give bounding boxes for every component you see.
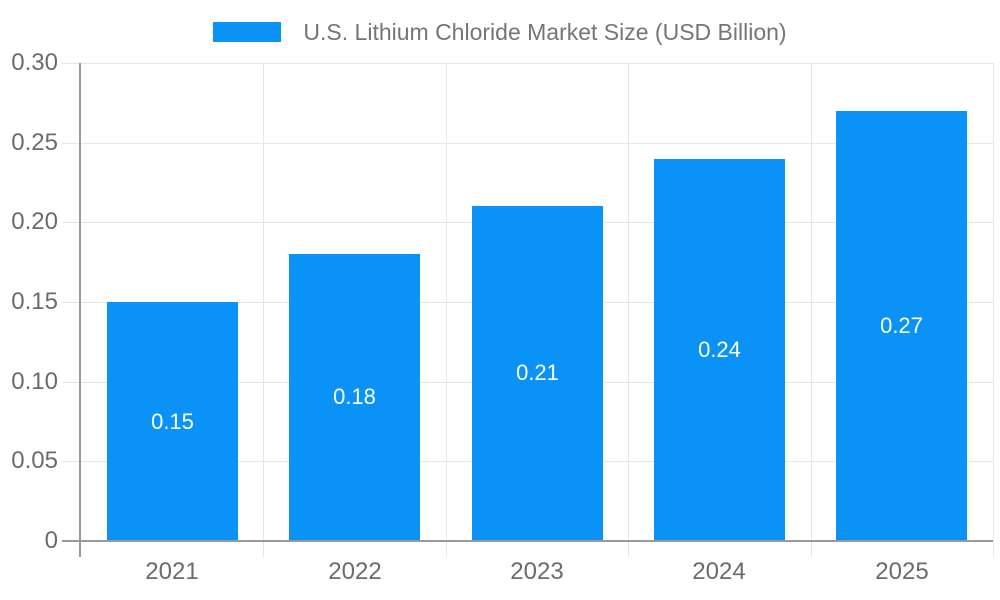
bar-value-label: 0.21 [516,360,559,385]
y-axis-label: 0.20 [11,208,58,235]
x-tick [263,541,264,557]
y-gridline [81,63,993,64]
x-gridline [263,63,264,541]
x-tick [811,541,812,557]
bar-2023[interactable]: 0.21 [472,206,603,541]
x-axis-label: 2025 [875,558,929,585]
y-gridline [81,143,993,144]
bar-value-label: 0.15 [151,409,194,434]
bar-value-label: 0.18 [333,384,376,409]
x-tick [446,541,447,557]
x-gridline [628,63,629,541]
legend-label: U.S. Lithium Chloride Market Size (USD B… [303,18,787,45]
y-tick [62,143,81,144]
x-axis-label: 2023 [510,558,564,585]
y-tick [62,302,81,303]
y-axis-label: 0.25 [11,129,58,156]
x-tick [628,541,629,557]
y-axis-label: 0.15 [11,288,58,315]
y-axis-label: 0.30 [11,49,58,76]
bar-value-label: 0.27 [880,313,923,338]
bar-2021[interactable]: 0.15 [107,302,238,541]
bar-2024[interactable]: 0.24 [654,159,785,541]
y-tick [62,63,81,64]
x-axis-label: 2021 [145,558,199,585]
x-gridline [811,63,812,541]
y-tick [62,382,81,383]
x-axis-baseline [62,540,993,542]
x-axis-label: 2022 [328,558,382,585]
y-tick [62,461,81,462]
y-tick [62,222,81,223]
y-axis-line [79,63,81,557]
x-tick [993,541,994,557]
bar-value-label: 0.24 [698,337,741,362]
bar-2022[interactable]: 0.18 [289,254,420,541]
legend-swatch [213,22,282,42]
x-gridline [446,63,447,541]
y-axis-label: 0.05 [11,447,58,474]
x-gridline [993,63,994,541]
y-axis-label: 0 [44,527,58,554]
x-axis-label: 2024 [692,558,746,585]
y-axis-label: 0.10 [11,368,58,395]
legend[interactable]: U.S. Lithium Chloride Market Size (USD B… [0,12,1000,52]
bar-2025[interactable]: 0.27 [836,111,967,541]
